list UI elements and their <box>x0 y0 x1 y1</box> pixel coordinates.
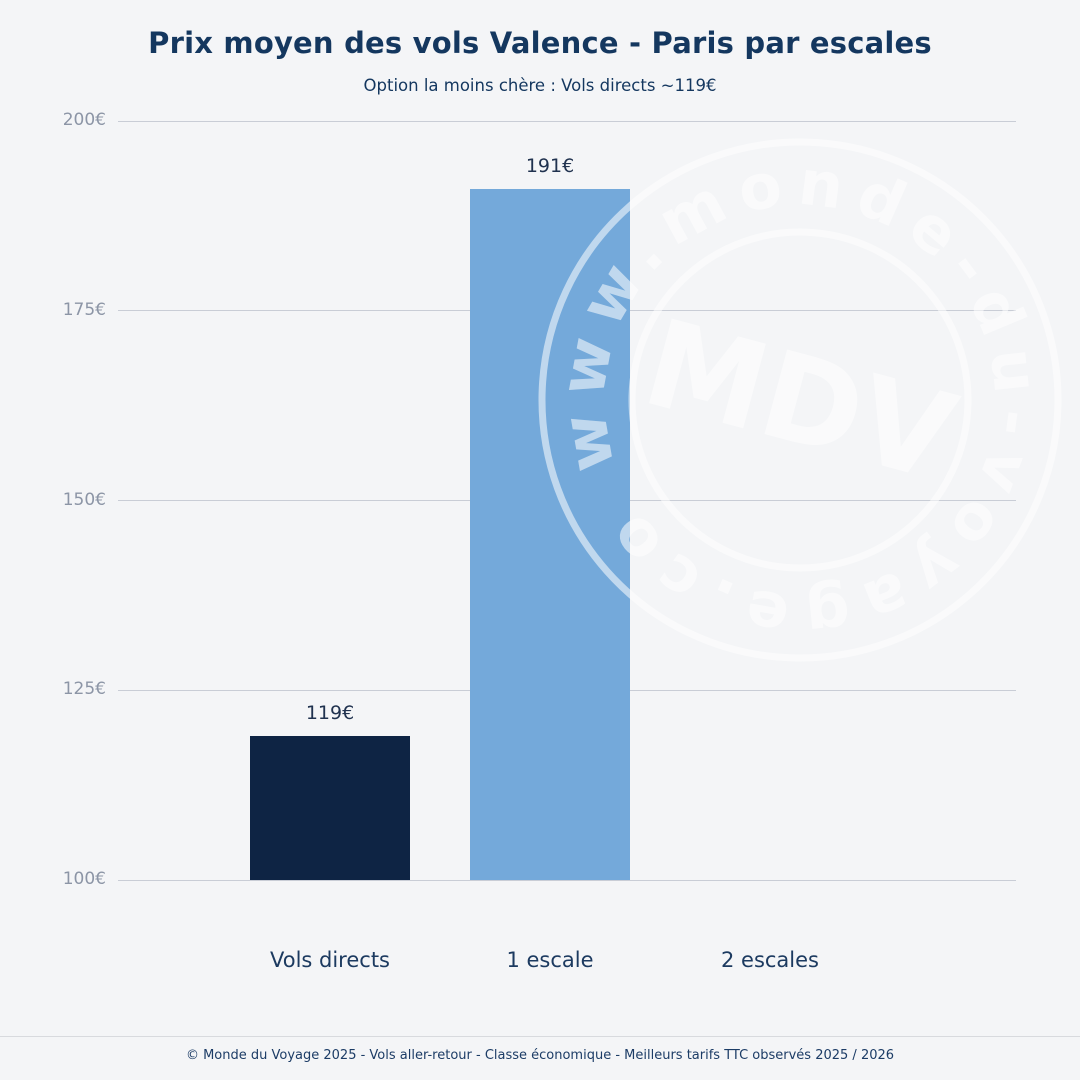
gridline-100 <box>118 879 1016 881</box>
bar-1-escale <box>470 189 630 880</box>
footer-attribution: © Monde du Voyage 2025 - Vols aller-reto… <box>185 1048 895 1063</box>
y-axis-tick-label: 175€ <box>62 299 106 320</box>
bar-value-label-1-escale: 191€ <box>525 155 575 178</box>
bar-value-label-vols-directs: 119€ <box>305 701 355 724</box>
gridline-200 <box>118 120 1016 122</box>
y-axis-tick-label: 150€ <box>62 489 106 510</box>
y-axis-tick-label: 125€ <box>62 679 106 700</box>
page-subtitle: Option la moins chère : Vols directs ~11… <box>363 76 717 95</box>
page-title: Prix moyen des vols Valence - Paris par … <box>148 26 932 60</box>
category-label-vols-directs: Vols directs <box>269 948 390 972</box>
category-label-1-escale: 1 escale <box>506 948 594 972</box>
category-label-2-escales: 2 escales <box>720 948 819 972</box>
footer-divider <box>0 1036 1080 1037</box>
y-axis-tick-label: 200€ <box>62 110 106 130</box>
bar-vols-directs <box>250 735 410 880</box>
y-axis-tick-label: 100€ <box>62 869 106 889</box>
